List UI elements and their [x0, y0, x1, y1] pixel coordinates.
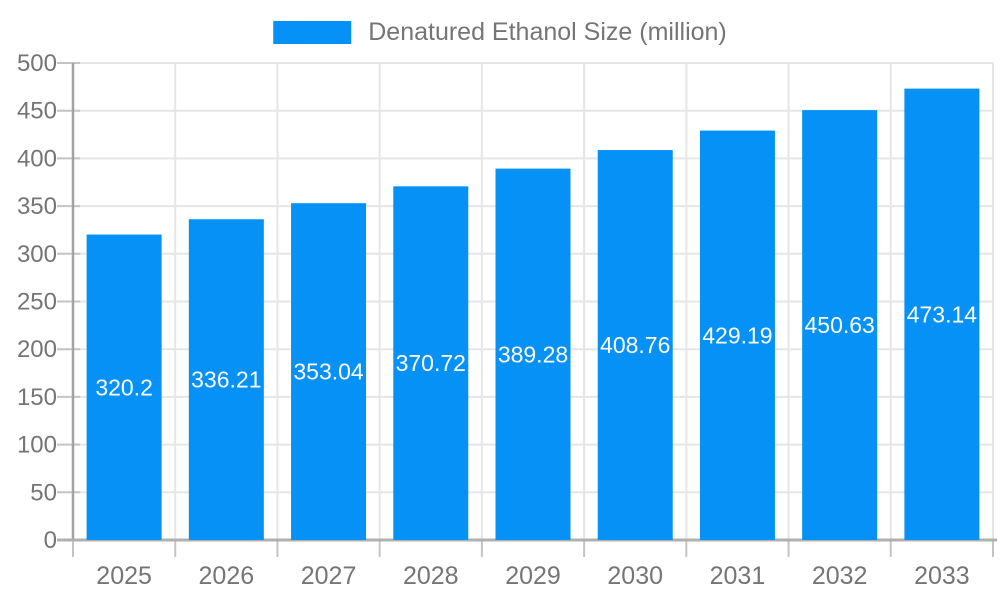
y-axis-label: 50 [30, 479, 57, 506]
x-axis-label-2028: 2028 [403, 562, 459, 590]
x-axis-label-2029: 2029 [505, 562, 561, 590]
legend-swatch[interactable] [273, 21, 352, 44]
bar-2026[interactable] [188, 219, 264, 540]
y-axis-label: 100 [17, 432, 57, 459]
x-axis-label-2027: 2027 [301, 562, 357, 590]
y-axis-label: 200 [17, 336, 57, 363]
bar-2033[interactable] [904, 88, 980, 540]
bar-2032[interactable] [802, 110, 878, 540]
bar-value-label-2032: 450.63 [804, 312, 874, 338]
y-axis-label: 450 [17, 98, 57, 125]
bar-value-label-2030: 408.76 [600, 332, 670, 358]
bar-value-label-2028: 370.72 [396, 350, 466, 376]
bar-2031[interactable] [699, 130, 775, 540]
y-axis-label: 0 [44, 527, 57, 554]
bar-value-label-2026: 336.21 [191, 367, 261, 393]
y-axis-label: 250 [17, 289, 57, 316]
bar-value-label-2029: 389.28 [498, 341, 568, 367]
bar-2028[interactable] [393, 186, 469, 540]
bar-2029[interactable] [495, 168, 571, 540]
bar-2027[interactable] [291, 203, 367, 541]
legend-label: Denatured Ethanol Size (million) [368, 18, 727, 46]
y-axis-label: 150 [17, 384, 57, 411]
bar-value-label-2027: 353.04 [293, 359, 364, 385]
x-axis-label-2026: 2026 [199, 562, 255, 590]
x-axis-label-2025: 2025 [96, 562, 152, 590]
x-axis-label-2031: 2031 [710, 562, 766, 590]
bar-value-label-2031: 429.19 [702, 322, 772, 348]
bar-2025[interactable] [86, 234, 162, 540]
y-axis-label: 400 [17, 145, 57, 172]
legend[interactable]: Denatured Ethanol Size (million) [273, 18, 727, 47]
x-axis-label-2030: 2030 [607, 562, 663, 590]
x-axis-label-2032: 2032 [812, 562, 868, 590]
x-axis-label-2033: 2033 [914, 562, 970, 590]
y-axis-label: 500 [17, 50, 57, 77]
bar-value-label-2033: 473.14 [907, 301, 978, 327]
y-axis-label: 350 [17, 193, 57, 220]
bar-value-label-2025: 320.2 [95, 374, 153, 400]
bar-2030[interactable] [597, 150, 673, 540]
y-axis-label: 300 [17, 241, 57, 268]
